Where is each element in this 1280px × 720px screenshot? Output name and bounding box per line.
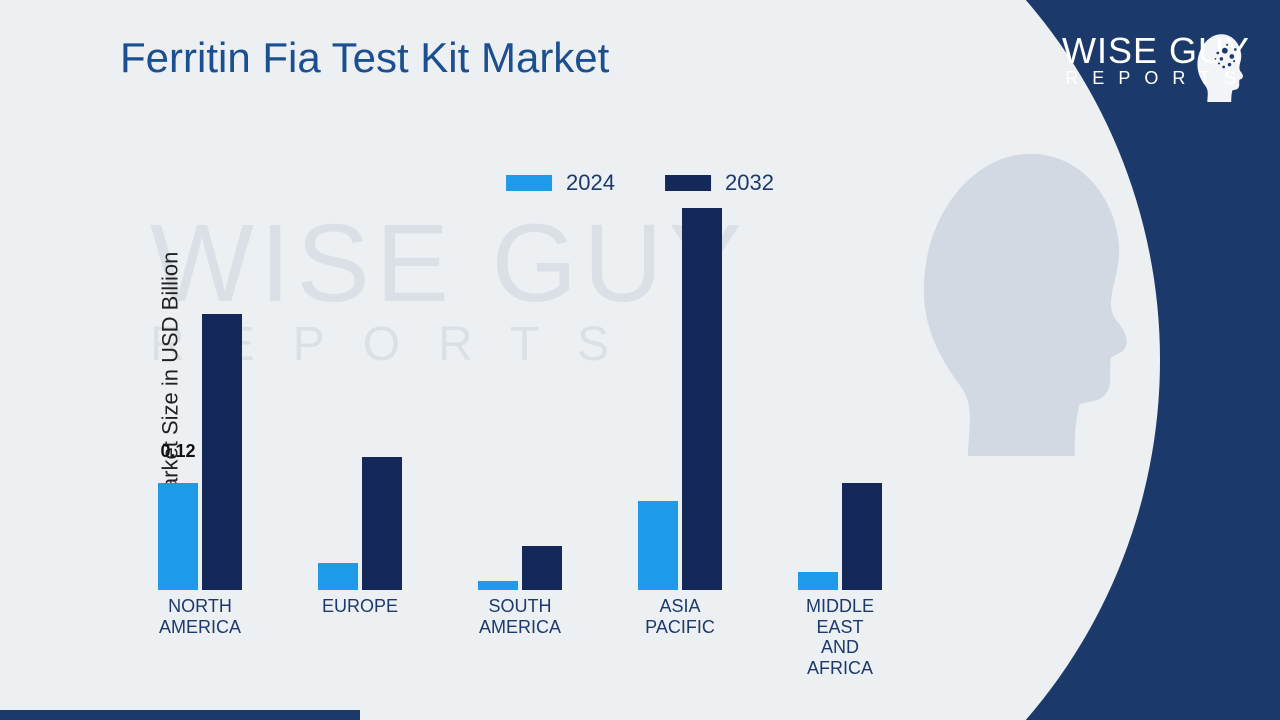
bar xyxy=(362,457,402,590)
chart-title: Ferritin Fia Test Kit Market xyxy=(120,34,609,82)
bar xyxy=(318,563,358,590)
bar xyxy=(842,483,882,590)
bar xyxy=(202,314,242,590)
accent-bar xyxy=(0,710,360,720)
bar xyxy=(522,546,562,590)
x-axis-label: NORTHAMERICA xyxy=(130,596,270,637)
canvas: WISE GUY REPORTS Ferritin Fia Test Kit M… xyxy=(0,0,1280,720)
x-axis-label: ASIAPACIFIC xyxy=(610,596,750,637)
x-axis-label: SOUTHAMERICA xyxy=(450,596,590,637)
bar xyxy=(158,483,198,590)
bar-value-label: 0.12 xyxy=(160,441,195,462)
chart: Market Size in USD Billion 0.12 NORTHAME… xyxy=(100,170,920,590)
brand-logo: WISE GUY REPORTS xyxy=(990,30,1250,89)
head-silhouette-faded xyxy=(890,140,1150,460)
x-axis-label: MIDDLEEASTANDAFRICA xyxy=(770,596,910,679)
bar xyxy=(638,501,678,590)
plot-area: 0.12 xyxy=(140,190,920,590)
brand-head-icon xyxy=(1184,32,1254,102)
x-axis-label: EUROPE xyxy=(290,596,430,617)
bar xyxy=(478,581,518,590)
bar xyxy=(682,208,722,590)
bar xyxy=(798,572,838,590)
